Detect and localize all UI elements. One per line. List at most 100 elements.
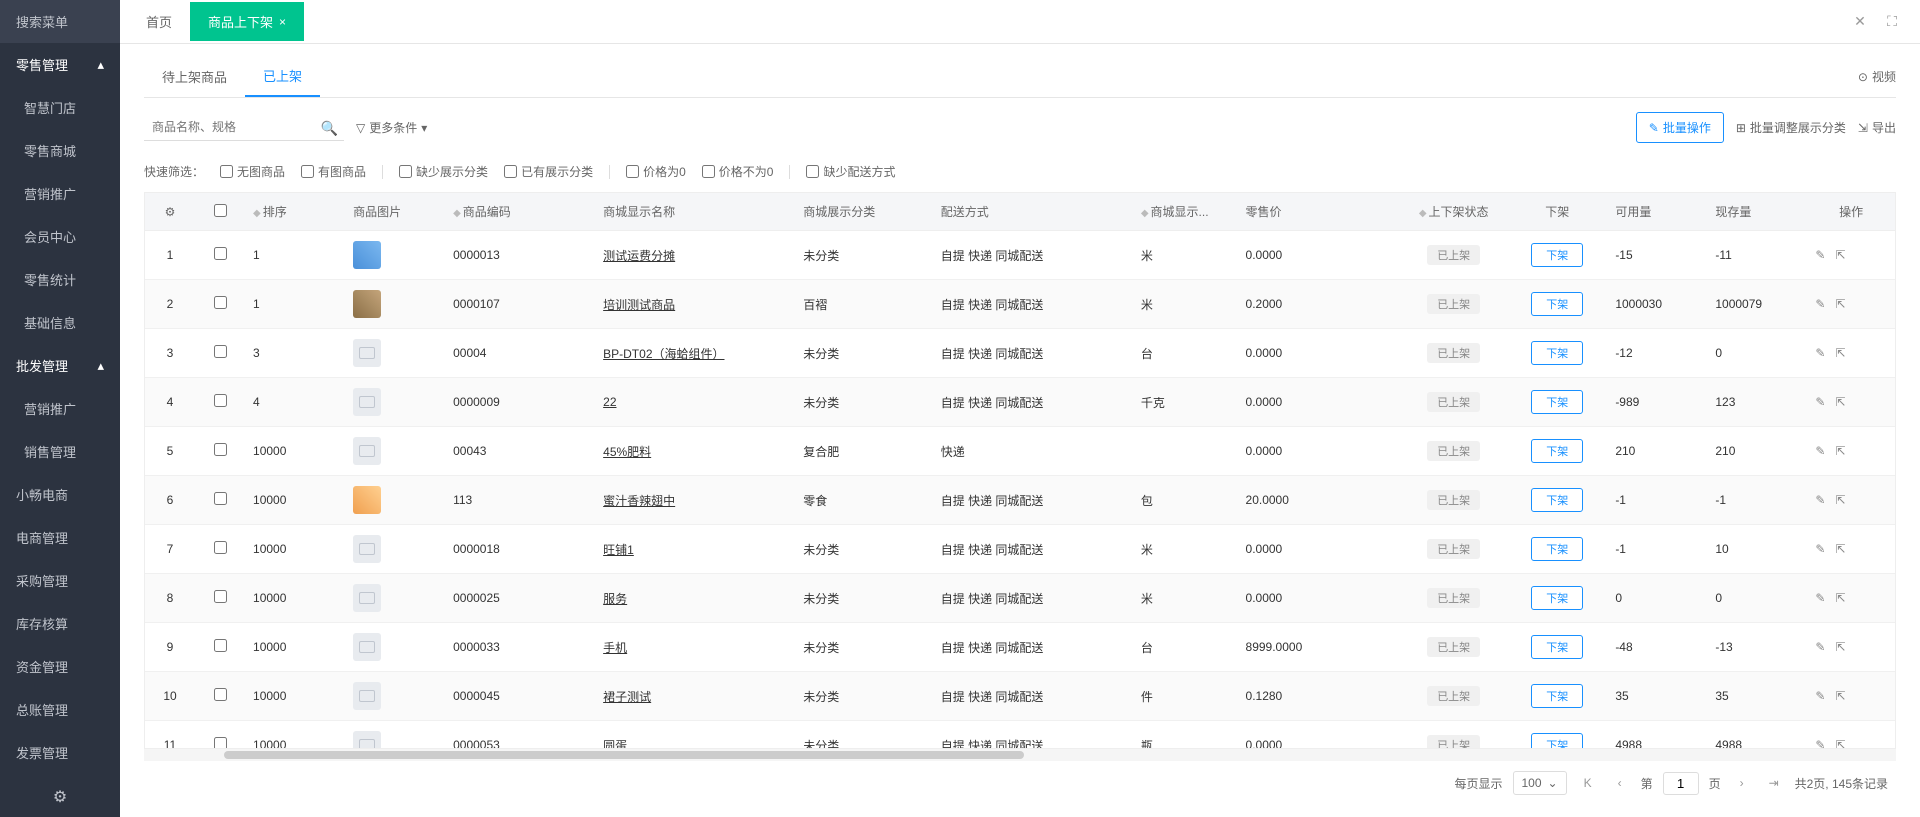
- edit-icon[interactable]: ✎: [1815, 640, 1825, 654]
- row-checkbox[interactable]: [214, 394, 227, 407]
- offshelf-button[interactable]: 下架: [1531, 537, 1583, 561]
- open-icon[interactable]: ⇱: [1835, 346, 1845, 360]
- offshelf-button[interactable]: 下架: [1531, 243, 1583, 267]
- quick-filter-item[interactable]: 价格为0: [626, 163, 686, 180]
- row-checkbox[interactable]: [214, 590, 227, 603]
- filter-checkbox[interactable]: [806, 165, 819, 178]
- offshelf-button[interactable]: 下架: [1531, 684, 1583, 708]
- sidebar-item[interactable]: 智慧门店: [0, 86, 120, 129]
- open-icon[interactable]: ⇱: [1835, 738, 1845, 749]
- row-checkbox[interactable]: [214, 345, 227, 358]
- tab-home[interactable]: 首页: [128, 2, 190, 41]
- sidebar-item[interactable]: 零售管理▴: [0, 43, 120, 86]
- row-checkbox[interactable]: [214, 492, 227, 505]
- product-image[interactable]: [353, 731, 381, 749]
- quick-filter-item[interactable]: 有图商品: [301, 163, 366, 180]
- open-icon[interactable]: ⇱: [1835, 395, 1845, 409]
- edit-icon[interactable]: ✎: [1815, 395, 1825, 409]
- row-checkbox[interactable]: [214, 247, 227, 260]
- offshelf-button[interactable]: 下架: [1531, 292, 1583, 316]
- close-all-icon[interactable]: ✕: [1848, 10, 1872, 34]
- col-sort[interactable]: ◆排序: [245, 193, 345, 231]
- product-name-link[interactable]: 旺铺1: [603, 543, 634, 557]
- per-page-select[interactable]: 100 ⌄: [1513, 771, 1567, 795]
- col-gear[interactable]: ⚙: [145, 193, 195, 231]
- page-first[interactable]: K: [1577, 772, 1599, 794]
- product-image[interactable]: [353, 682, 381, 710]
- offshelf-button[interactable]: 下架: [1531, 439, 1583, 463]
- edit-icon[interactable]: ✎: [1815, 689, 1825, 703]
- col-code[interactable]: ◆商品编码: [445, 193, 595, 231]
- subtab-listed[interactable]: 已上架: [245, 56, 320, 97]
- quick-filter-item[interactable]: 缺少展示分类: [399, 163, 488, 180]
- edit-icon[interactable]: ✎: [1815, 444, 1825, 458]
- sidebar-item[interactable]: 采购管理: [0, 559, 120, 602]
- more-conditions[interactable]: ▽ 更多条件 ▾: [356, 119, 427, 136]
- horizontal-scrollbar[interactable]: [144, 749, 1896, 761]
- sidebar-item[interactable]: 发票管理: [0, 731, 120, 774]
- open-icon[interactable]: ⇱: [1835, 493, 1845, 507]
- offshelf-button[interactable]: 下架: [1531, 733, 1583, 749]
- open-icon[interactable]: ⇱: [1835, 297, 1845, 311]
- col-mall[interactable]: ◆商城显示...: [1133, 193, 1238, 231]
- sidebar-item[interactable]: 基础信息: [0, 301, 120, 344]
- row-checkbox[interactable]: [214, 688, 227, 701]
- product-name-link[interactable]: 圆蛋: [603, 739, 627, 750]
- product-name-link[interactable]: 裙子测试: [603, 690, 651, 704]
- filter-checkbox[interactable]: [220, 165, 233, 178]
- edit-icon[interactable]: ✎: [1815, 542, 1825, 556]
- offshelf-button[interactable]: 下架: [1531, 586, 1583, 610]
- batch-op-button[interactable]: ✎ 批量操作: [1636, 112, 1724, 143]
- row-checkbox[interactable]: [214, 737, 227, 749]
- open-icon[interactable]: ⇱: [1835, 591, 1845, 605]
- edit-icon[interactable]: ✎: [1815, 346, 1825, 360]
- filter-checkbox[interactable]: [504, 165, 517, 178]
- product-name-link[interactable]: 22: [603, 395, 616, 409]
- quick-filter-item[interactable]: 价格不为0: [702, 163, 774, 180]
- sidebar-item[interactable]: 会员中心: [0, 215, 120, 258]
- sidebar-item[interactable]: 零售统计: [0, 258, 120, 301]
- sidebar-item[interactable]: 总账管理: [0, 688, 120, 731]
- product-name-link[interactable]: BP-DT02（海蛤组件）: [603, 347, 724, 361]
- filter-checkbox[interactable]: [702, 165, 715, 178]
- export-button[interactable]: ⇲ 导出: [1858, 119, 1896, 136]
- close-icon[interactable]: ×: [279, 15, 286, 29]
- edit-icon[interactable]: ✎: [1815, 738, 1825, 749]
- open-icon[interactable]: ⇱: [1835, 248, 1845, 262]
- sidebar-item[interactable]: 小畅电商: [0, 473, 120, 516]
- product-image[interactable]: [353, 486, 381, 514]
- offshelf-button[interactable]: 下架: [1531, 341, 1583, 365]
- col-status[interactable]: ◆上下架状态: [1400, 193, 1507, 231]
- open-icon[interactable]: ⇱: [1835, 640, 1845, 654]
- sidebar-item[interactable]: 营销推广: [0, 387, 120, 430]
- page-prev[interactable]: ‹: [1609, 772, 1631, 794]
- quick-filter-item[interactable]: 已有展示分类: [504, 163, 593, 180]
- batch-adjust-button[interactable]: ⊞ 批量调整展示分类: [1736, 119, 1846, 136]
- edit-icon[interactable]: ✎: [1815, 248, 1825, 262]
- open-icon[interactable]: ⇱: [1835, 689, 1845, 703]
- sidebar-item[interactable]: 资金管理: [0, 645, 120, 688]
- product-image[interactable]: [353, 584, 381, 612]
- product-name-link[interactable]: 服务: [603, 592, 627, 606]
- offshelf-button[interactable]: 下架: [1531, 390, 1583, 414]
- offshelf-button[interactable]: 下架: [1531, 635, 1583, 659]
- product-image[interactable]: [353, 339, 381, 367]
- edit-icon[interactable]: ✎: [1815, 493, 1825, 507]
- select-all-checkbox[interactable]: [214, 204, 227, 217]
- search-icon[interactable]: 🔍: [321, 120, 338, 137]
- product-name-link[interactable]: 测试运费分摊: [603, 249, 675, 263]
- product-name-link[interactable]: 手机: [603, 641, 627, 655]
- sidebar-item[interactable]: 搜索菜单: [0, 0, 120, 43]
- product-image[interactable]: [353, 437, 381, 465]
- edit-icon[interactable]: ✎: [1815, 591, 1825, 605]
- product-image[interactable]: [353, 388, 381, 416]
- sidebar-item[interactable]: 销售管理: [0, 430, 120, 473]
- open-icon[interactable]: ⇱: [1835, 444, 1845, 458]
- search-input[interactable]: [144, 114, 344, 141]
- sidebar-item[interactable]: 电商管理: [0, 516, 120, 559]
- open-icon[interactable]: ⇱: [1835, 542, 1845, 556]
- tab-active[interactable]: 商品上下架 ×: [190, 2, 304, 41]
- product-image[interactable]: [353, 535, 381, 563]
- sidebar-item[interactable]: 批发管理▴: [0, 344, 120, 387]
- quick-filter-item[interactable]: 缺少配送方式: [806, 163, 895, 180]
